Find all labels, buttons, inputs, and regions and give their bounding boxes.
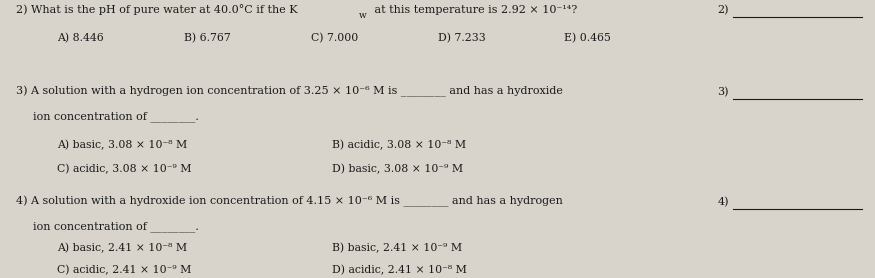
Text: B) acidic, 3.08 × 10⁻⁸ M: B) acidic, 3.08 × 10⁻⁸ M — [332, 140, 466, 150]
Text: 2) What is the pH of pure water at 40.0°C if the K: 2) What is the pH of pure water at 40.0°… — [16, 4, 298, 15]
Text: 3) A solution with a hydrogen ion concentration of 3.25 × 10⁻⁶ M is ________ and: 3) A solution with a hydrogen ion concen… — [16, 86, 563, 97]
Text: D) basic, 3.08 × 10⁻⁹ M: D) basic, 3.08 × 10⁻⁹ M — [332, 163, 464, 174]
Text: C) 7.000: C) 7.000 — [311, 33, 358, 43]
Text: E) 0.465: E) 0.465 — [564, 33, 612, 43]
Text: w: w — [359, 11, 367, 20]
Text: at this temperature is 2.92 × 10⁻¹⁴?: at this temperature is 2.92 × 10⁻¹⁴? — [371, 5, 578, 15]
Text: A) basic, 2.41 × 10⁻⁸ M: A) basic, 2.41 × 10⁻⁸ M — [57, 243, 187, 254]
Text: A) 8.446: A) 8.446 — [57, 33, 103, 43]
Text: 2): 2) — [718, 5, 729, 15]
Text: C) acidic, 3.08 × 10⁻⁹ M: C) acidic, 3.08 × 10⁻⁹ M — [57, 163, 192, 174]
Text: ion concentration of ________.: ion concentration of ________. — [33, 221, 200, 232]
Text: 4) A solution with a hydroxide ion concentration of 4.15 × 10⁻⁶ M is ________ an: 4) A solution with a hydroxide ion conce… — [16, 196, 563, 207]
Text: B) basic, 2.41 × 10⁻⁹ M: B) basic, 2.41 × 10⁻⁹ M — [332, 243, 463, 254]
Text: ion concentration of ________.: ion concentration of ________. — [33, 111, 200, 122]
Text: D) acidic, 2.41 × 10⁻⁸ M: D) acidic, 2.41 × 10⁻⁸ M — [332, 265, 467, 275]
Text: 4): 4) — [718, 197, 729, 207]
Text: D) 7.233: D) 7.233 — [438, 33, 486, 43]
Text: 3): 3) — [718, 87, 729, 97]
Text: C) acidic, 2.41 × 10⁻⁹ M: C) acidic, 2.41 × 10⁻⁹ M — [57, 265, 192, 275]
Text: A) basic, 3.08 × 10⁻⁸ M: A) basic, 3.08 × 10⁻⁸ M — [57, 140, 187, 150]
Text: B) 6.767: B) 6.767 — [184, 33, 230, 43]
